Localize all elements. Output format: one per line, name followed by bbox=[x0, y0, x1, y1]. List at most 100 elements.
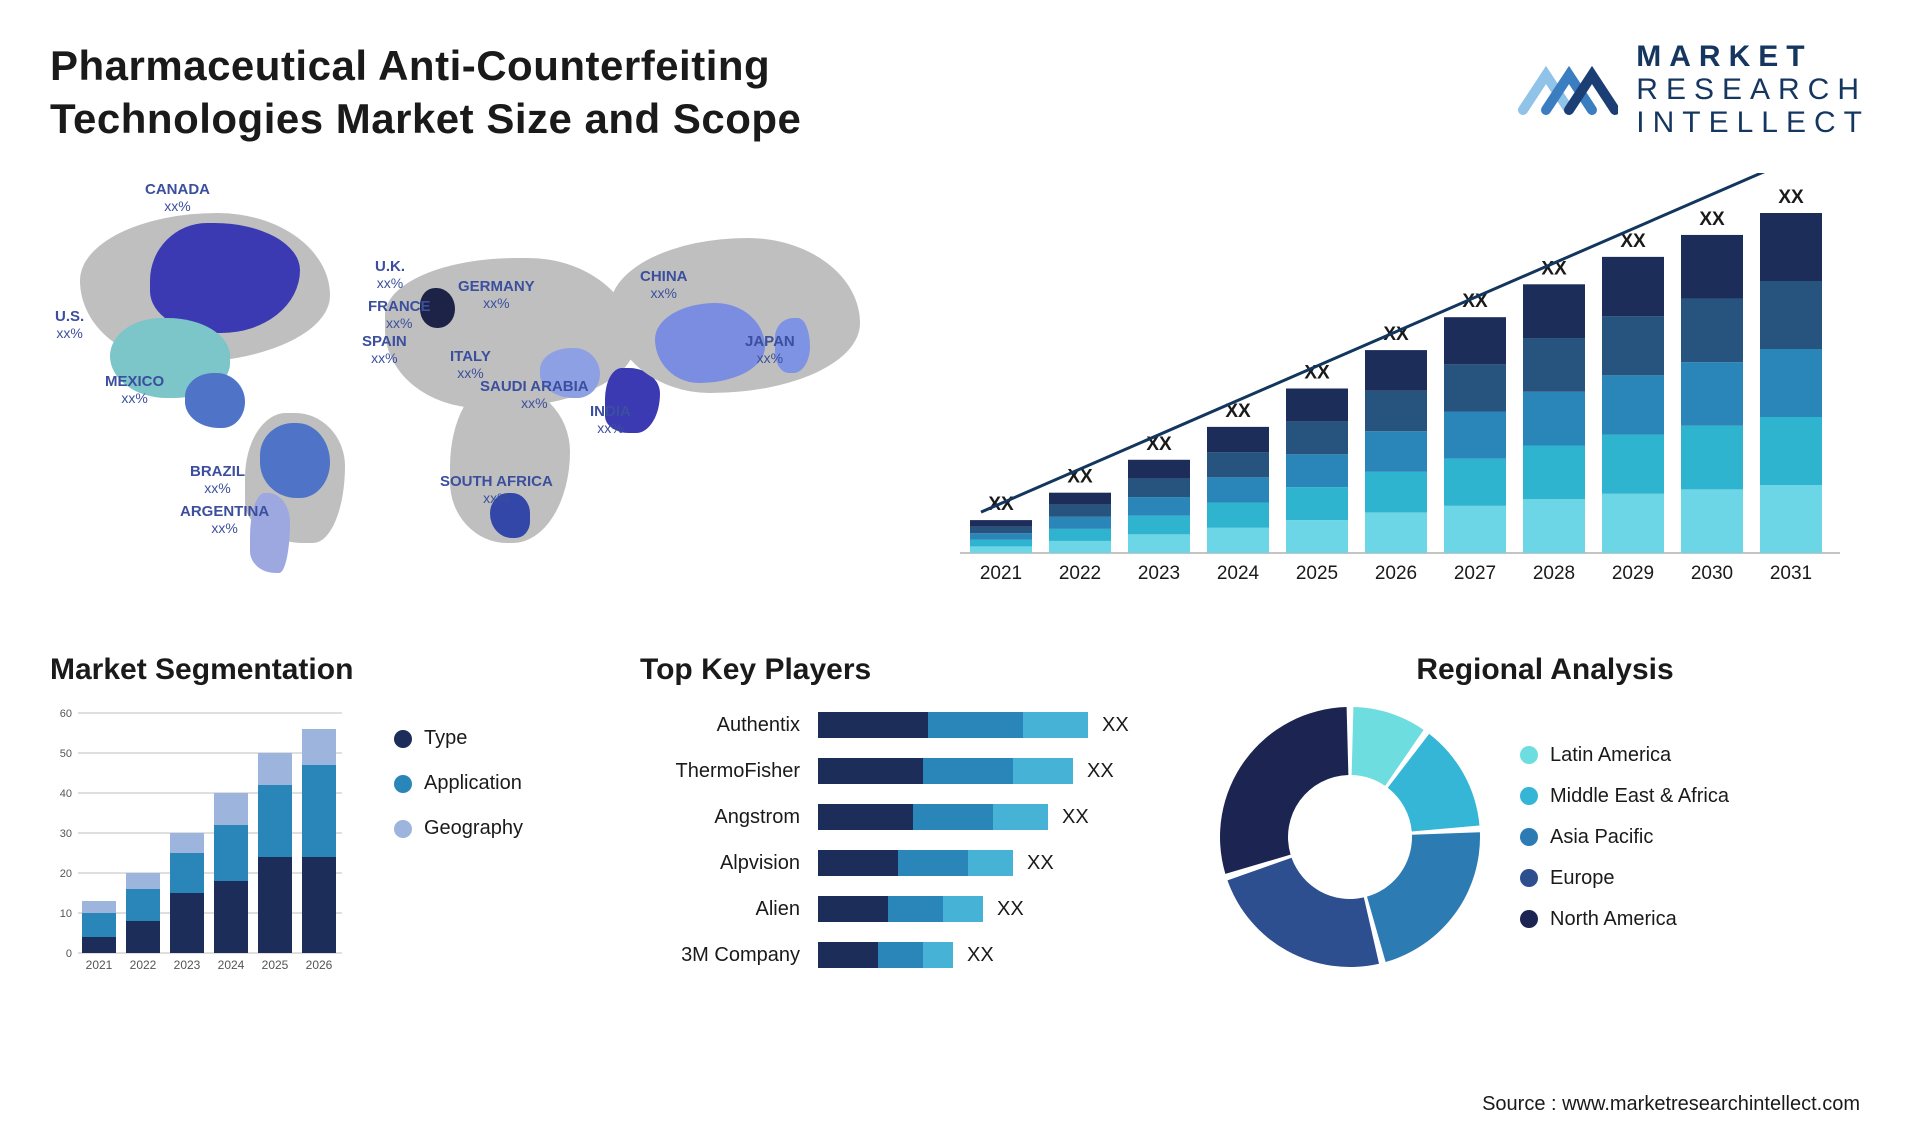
svg-text:XX: XX bbox=[1146, 434, 1172, 455]
svg-text:2021: 2021 bbox=[980, 563, 1022, 584]
map-country-label: INDIAxx% bbox=[590, 403, 631, 436]
svg-text:2024: 2024 bbox=[1217, 563, 1260, 584]
map-country-label: SPAINxx% bbox=[362, 333, 407, 366]
player-bar-wrap: XX bbox=[818, 804, 1089, 830]
player-bar-wrap: XX bbox=[818, 712, 1129, 738]
map-country-label: ITALYxx% bbox=[450, 348, 491, 381]
svg-text:2025: 2025 bbox=[1296, 563, 1338, 584]
player-value: XX bbox=[1087, 760, 1114, 783]
player-bar-segment bbox=[913, 804, 993, 830]
map-country-label: BRAZILxx% bbox=[190, 463, 245, 496]
legend-label: Application bbox=[424, 772, 522, 795]
svg-text:XX: XX bbox=[1699, 209, 1725, 230]
legend-item: Middle East & Africa bbox=[1520, 785, 1729, 808]
player-name: Alpvision bbox=[640, 852, 800, 875]
player-name: 3M Company bbox=[640, 944, 800, 967]
svg-text:2026: 2026 bbox=[1375, 563, 1417, 584]
legend-label: Type bbox=[424, 727, 467, 750]
donut-svg bbox=[1220, 707, 1480, 967]
player-bar-segment bbox=[818, 712, 928, 738]
map-country-label: SOUTH AFRICAxx% bbox=[440, 473, 553, 506]
player-bar-wrap: XX bbox=[818, 758, 1114, 784]
svg-text:2026: 2026 bbox=[306, 958, 333, 972]
regional-title: Regional Analysis bbox=[1220, 653, 1870, 687]
svg-text:2023: 2023 bbox=[174, 958, 201, 972]
player-bar bbox=[818, 758, 1073, 784]
source-attribution: Source : www.marketresearchintellect.com bbox=[1482, 1093, 1860, 1116]
legend-label: Europe bbox=[1550, 867, 1615, 890]
map-country-label: CANADAxx% bbox=[145, 181, 210, 214]
player-bar bbox=[818, 804, 1048, 830]
legend-label: Asia Pacific bbox=[1550, 826, 1653, 849]
legend-swatch bbox=[1520, 746, 1538, 764]
regional-legend: Latin America Middle East & Africa Asia Pa… bbox=[1520, 744, 1729, 931]
player-bar-segment bbox=[993, 804, 1048, 830]
player-bar-segment bbox=[888, 896, 943, 922]
player-row: Alpvision XX bbox=[640, 845, 1160, 881]
player-name: ThermoFisher bbox=[640, 760, 800, 783]
player-bar-segment bbox=[818, 804, 913, 830]
segmentation-chart: 0102030405060202120222023202420252026 bbox=[50, 707, 364, 977]
brand-icon bbox=[1518, 55, 1618, 125]
legend-item: Geography bbox=[394, 817, 523, 840]
svg-text:20: 20 bbox=[60, 868, 72, 880]
player-bar-segment bbox=[818, 850, 898, 876]
key-players-body: AuthentixXXThermoFisherXXAngstromXXAlpvi… bbox=[640, 707, 1160, 973]
legend-item: Asia Pacific bbox=[1520, 826, 1729, 849]
svg-text:2028: 2028 bbox=[1533, 563, 1575, 584]
player-bar-segment bbox=[923, 758, 1013, 784]
legend-label: Middle East & Africa bbox=[1550, 785, 1729, 808]
player-value: XX bbox=[1027, 852, 1054, 875]
legend-swatch bbox=[1520, 869, 1538, 887]
legend-item: Europe bbox=[1520, 867, 1729, 890]
svg-text:30: 30 bbox=[60, 828, 72, 840]
brand-text: MARKET RESEARCH INTELLECT bbox=[1636, 40, 1870, 139]
player-value: XX bbox=[1062, 806, 1089, 829]
legend-item: Type bbox=[394, 727, 523, 750]
player-row: ThermoFisher XX bbox=[640, 753, 1160, 789]
svg-text:2022: 2022 bbox=[130, 958, 157, 972]
svg-text:2029: 2029 bbox=[1612, 563, 1654, 584]
svg-text:0: 0 bbox=[66, 948, 72, 960]
svg-text:2024: 2024 bbox=[218, 958, 245, 972]
player-bar bbox=[818, 712, 1088, 738]
legend-label: North America bbox=[1550, 908, 1677, 931]
player-bar-segment bbox=[898, 850, 968, 876]
legend-swatch bbox=[1520, 828, 1538, 846]
key-players-title: Top Key Players bbox=[640, 653, 1160, 687]
legend-item: North America bbox=[1520, 908, 1729, 931]
player-bar-segment bbox=[818, 758, 923, 784]
header-row: Pharmaceutical Anti-Counterfeiting Techn… bbox=[50, 40, 1870, 145]
legend-label: Latin America bbox=[1550, 744, 1671, 767]
world-map: CANADAxx%U.S.xx%MEXICOxx%BRAZILxx%ARGENT… bbox=[50, 173, 930, 603]
player-name: Alien bbox=[640, 898, 800, 921]
legend-swatch bbox=[1520, 910, 1538, 928]
svg-text:2022: 2022 bbox=[1059, 563, 1101, 584]
map-country-label: JAPANxx% bbox=[745, 333, 795, 366]
player-bar-segment bbox=[818, 896, 888, 922]
legend-item: Application bbox=[394, 772, 523, 795]
player-row: 3M CompanyXX bbox=[640, 937, 1160, 973]
map-country-label: MEXICOxx% bbox=[105, 373, 164, 406]
player-bar-segment bbox=[943, 896, 983, 922]
svg-text:10: 10 bbox=[60, 908, 72, 920]
player-bar-wrap: XX bbox=[818, 896, 1024, 922]
map-country-label: U.K.xx% bbox=[375, 258, 405, 291]
segmentation-title: Market Segmentation bbox=[50, 653, 580, 687]
key-players-section: Top Key Players AuthentixXX ThermoFisher X… bbox=[640, 653, 1160, 983]
hero-row: CANADAxx%U.S.xx%MEXICOxx%BRAZILxx%ARGENT… bbox=[50, 173, 1870, 603]
map-country-label: SAUDI ARABIAxx% bbox=[480, 378, 589, 411]
legend-swatch bbox=[1520, 787, 1538, 805]
legend-item: Latin America bbox=[1520, 744, 1729, 767]
svg-text:XX: XX bbox=[1778, 187, 1804, 208]
map-region-shape bbox=[185, 373, 245, 428]
brand-logo: MARKET RESEARCH INTELLECT bbox=[1518, 40, 1870, 139]
growth-bar-chart: XX2021XX2022XX2023XX2024XX2025XX2026XX20… bbox=[960, 173, 1870, 603]
map-country-label: U.S.xx% bbox=[55, 308, 84, 341]
player-value: XX bbox=[997, 898, 1024, 921]
player-value: XX bbox=[1102, 714, 1129, 737]
svg-text:2030: 2030 bbox=[1691, 563, 1733, 584]
player-bar-segment bbox=[923, 942, 953, 968]
page-title: Pharmaceutical Anti-Counterfeiting Techn… bbox=[50, 40, 1050, 145]
player-row: AuthentixXX bbox=[640, 707, 1160, 743]
